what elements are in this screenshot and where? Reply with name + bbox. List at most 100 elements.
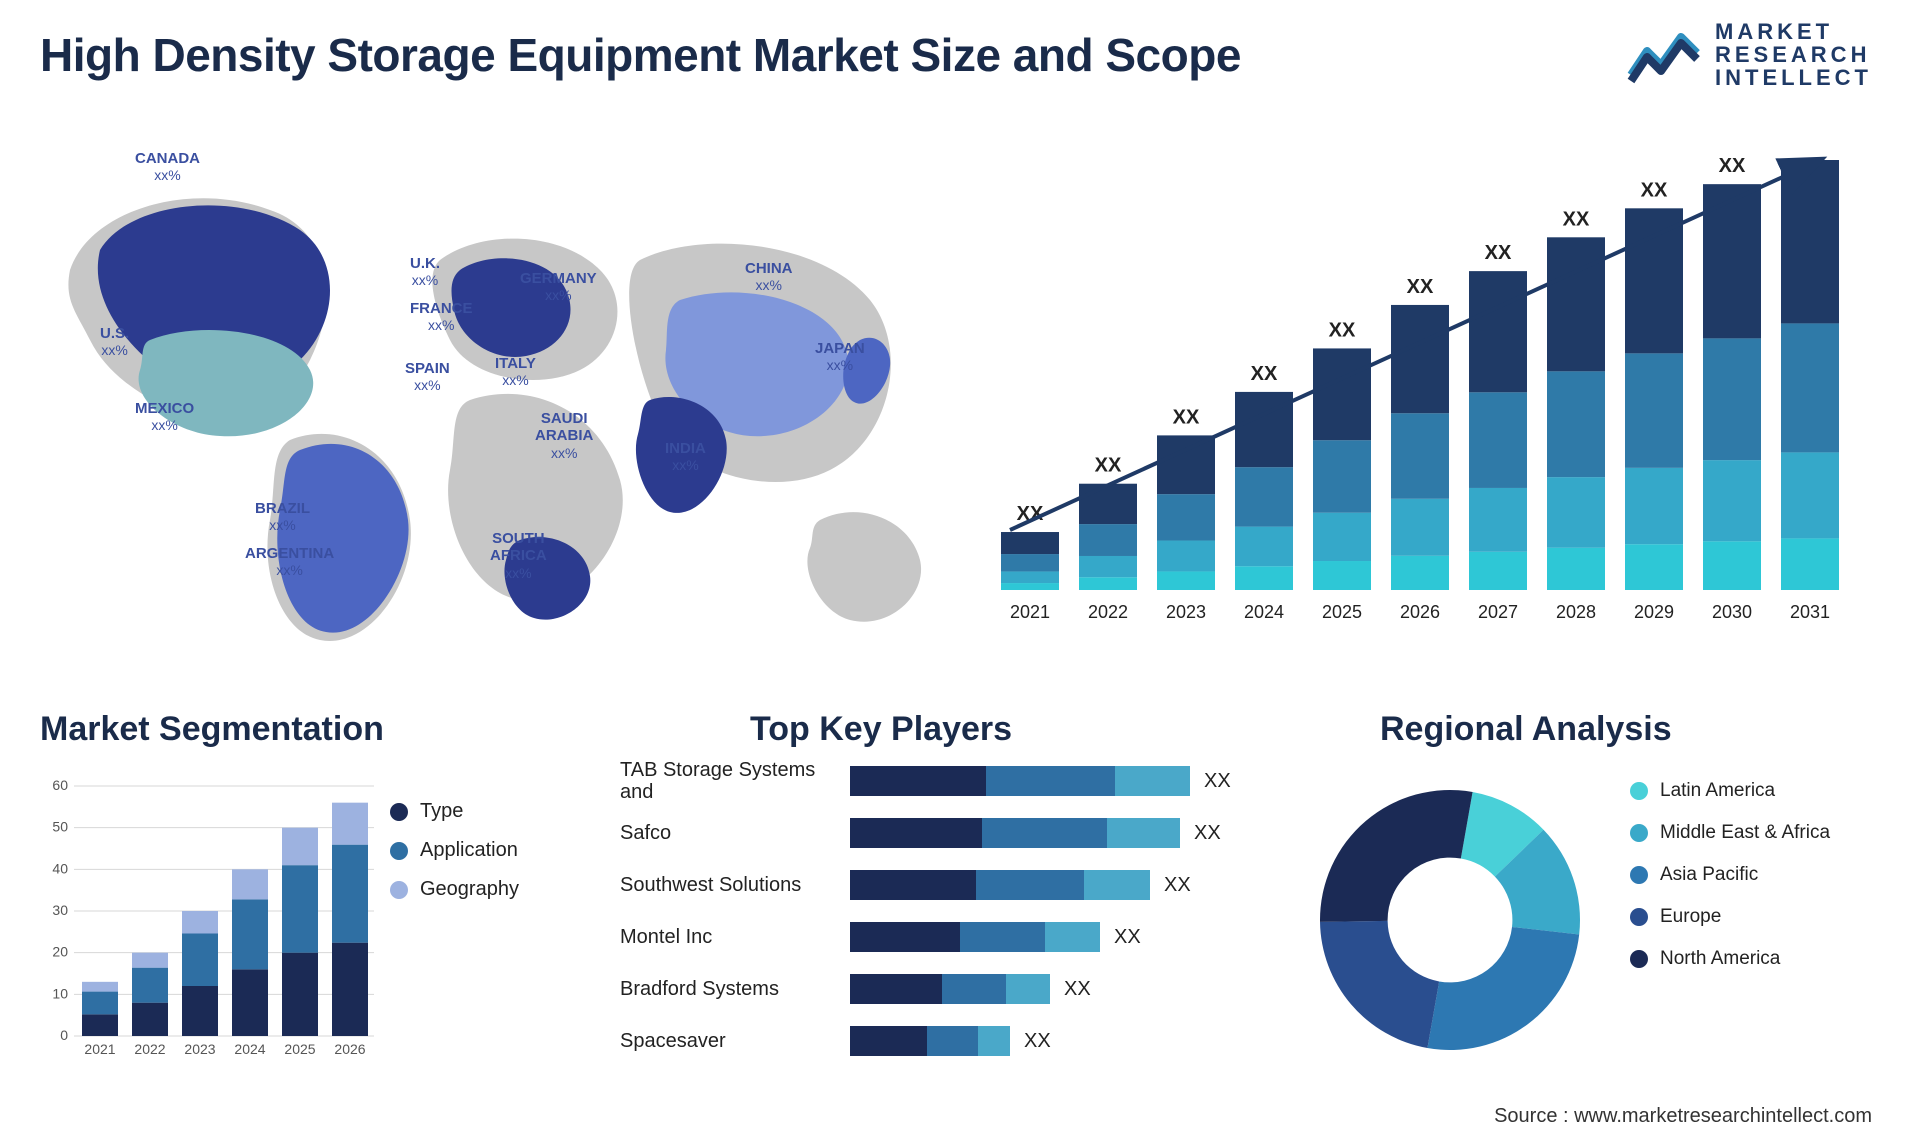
growth-chart-svg: XX 2021 XX 2022 XX 2023 XX 2024 XX 2025 XX 2026 XX 20… [980,150,1860,660]
regional-legend: Latin America Middle East & Africa Asia Pa… [1630,780,1890,990]
player-row: Spacesaver XX [620,1020,1260,1062]
svg-text:2026: 2026 [1400,602,1440,622]
player-bar [850,1026,1010,1056]
map-label: ARGENTINAxx% [245,545,334,578]
svg-text:2027: 2027 [1478,602,1518,622]
map-label: SAUDIARABIAxx% [535,410,593,461]
donut-svg [1300,770,1600,1070]
player-value: XX [1064,978,1091,1001]
source-label: Source : www.marketresearchintellect.com [1494,1105,1872,1128]
map-label: ITALYxx% [495,355,536,388]
svg-text:2031: 2031 [1790,602,1830,622]
map-label: INDIAxx% [665,440,706,473]
legend-item: Middle East & Africa [1630,822,1890,844]
svg-text:2023: 2023 [1166,602,1206,622]
svg-text:XX: XX [1563,208,1590,230]
svg-text:2026: 2026 [334,1041,365,1057]
growth-chart: XX 2021 XX 2022 XX 2023 XX 2024 XX 2025 XX 2026 XX 20… [980,150,1860,660]
map-label: JAPANxx% [815,340,865,373]
player-row: Southwest Solutions XX [620,864,1260,906]
segmentation-legend: Type Application Geography [390,800,560,917]
brand-mark-icon [1627,25,1701,85]
svg-text:2022: 2022 [1088,602,1128,622]
player-name: Southwest Solutions [620,874,850,896]
brand-line3: INTELLECT [1715,66,1872,89]
key-players-chart: TAB Storage Systems andXXSafcoXXSouthwes… [620,760,1260,1100]
player-row: Montel Inc XX [620,916,1260,958]
player-bar [850,818,1180,848]
svg-text:XX: XX [1173,406,1200,428]
player-name: Bradford Systems [620,978,850,1000]
legend-item: Europe [1630,906,1890,928]
svg-text:2028: 2028 [1556,602,1596,622]
svg-text:50: 50 [52,819,68,835]
player-name: TAB Storage Systems and [620,759,850,803]
legend-item: Asia Pacific [1630,864,1890,886]
svg-text:2025: 2025 [284,1041,315,1057]
player-value: XX [1024,1030,1051,1053]
map-label: GERMANYxx% [520,270,597,303]
segmentation-svg: 0 10 20 30 40 50 60 2021 2022 2023 2024 2025 2026 [40,760,380,1060]
svg-text:2024: 2024 [1244,602,1284,622]
player-value: XX [1164,874,1191,897]
svg-text:2021: 2021 [1010,602,1050,622]
legend-item: Type [390,800,560,823]
map-label: CHINAxx% [745,260,793,293]
svg-text:XX: XX [1095,455,1122,477]
player-value: XX [1204,770,1231,793]
map-label: U.K.xx% [410,255,440,288]
svg-text:XX: XX [1251,363,1278,385]
player-bar [850,766,1190,796]
svg-text:20: 20 [52,944,68,960]
svg-text:2030: 2030 [1712,602,1752,622]
key-players-heading: Top Key Players [750,710,1012,749]
svg-text:XX: XX [1329,319,1356,341]
svg-text:XX: XX [1797,150,1824,153]
legend-item: North America [1630,948,1890,970]
brand-line2: RESEARCH [1715,43,1872,66]
map-label: U.S.xx% [100,325,129,358]
player-row: TAB Storage Systems and XX [620,760,1260,802]
map-label: FRANCExx% [410,300,473,333]
player-bar [850,974,1050,1004]
svg-text:60: 60 [52,777,68,793]
svg-text:40: 40 [52,860,68,876]
svg-text:2024: 2024 [234,1041,265,1057]
svg-text:2023: 2023 [184,1041,215,1057]
svg-text:XX: XX [1407,276,1434,298]
svg-text:XX: XX [1641,179,1668,201]
player-name: Safco [620,822,850,844]
map-label: SOUTHAFRICAxx% [490,530,547,581]
svg-text:2025: 2025 [1322,602,1362,622]
legend-item: Geography [390,878,560,901]
segmentation-heading: Market Segmentation [40,710,384,749]
map-label: MEXICOxx% [135,400,194,433]
player-row: Bradford Systems XX [620,968,1260,1010]
player-bar [850,870,1150,900]
svg-text:2029: 2029 [1634,602,1674,622]
legend-item: Latin America [1630,780,1890,802]
brand-line1: MARKET [1715,20,1872,43]
regional-donut [1300,770,1600,1070]
player-bar [850,922,1100,952]
map-label: SPAINxx% [405,360,450,393]
player-row: Safco XX [620,812,1260,854]
page-title: High Density Storage Equipment Market Si… [40,28,1241,82]
world-map: CANADAxx%U.S.xx%MEXICOxx%BRAZILxx%ARGENT… [40,140,940,680]
legend-item: Application [390,839,560,862]
svg-text:XX: XX [1485,242,1512,264]
player-name: Spacesaver [620,1030,850,1052]
svg-text:10: 10 [52,985,68,1001]
brand-logo: MARKET RESEARCH INTELLECT [1627,20,1872,89]
map-label: CANADAxx% [135,150,200,183]
svg-text:2022: 2022 [134,1041,165,1057]
player-value: XX [1114,926,1141,949]
svg-text:0: 0 [60,1027,68,1043]
svg-text:XX: XX [1719,155,1746,177]
player-name: Montel Inc [620,926,850,948]
svg-text:30: 30 [52,902,68,918]
regional-heading: Regional Analysis [1380,710,1672,749]
svg-text:2021: 2021 [84,1041,115,1057]
segmentation-chart: 0 10 20 30 40 50 60 2021 2022 2023 2024 2025 2026 [40,760,380,1060]
player-value: XX [1194,822,1221,845]
